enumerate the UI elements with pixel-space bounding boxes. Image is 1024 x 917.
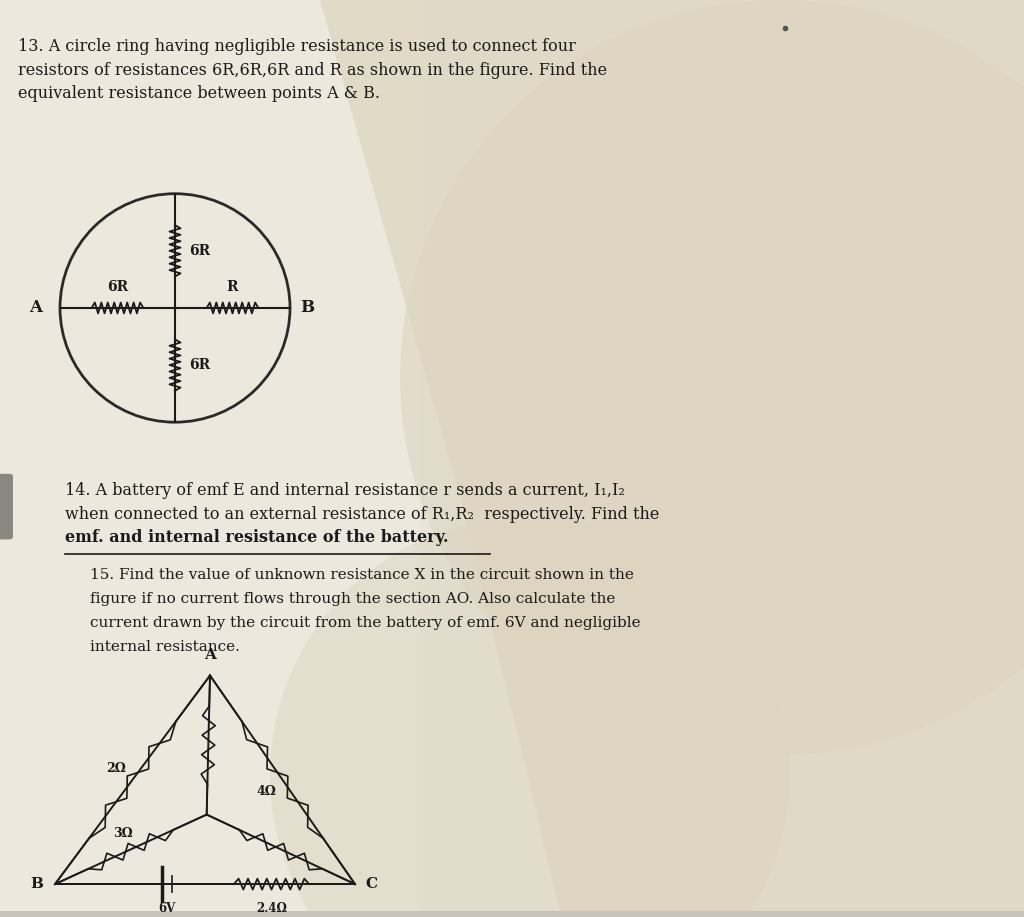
Bar bbox=[0, 0, 420, 911]
PathPatch shape bbox=[319, 0, 1024, 911]
Text: internal resistance.: internal resistance. bbox=[90, 640, 240, 654]
Text: 6V: 6V bbox=[159, 902, 176, 915]
Text: B: B bbox=[300, 300, 314, 316]
Text: 2.4Ω: 2.4Ω bbox=[256, 902, 287, 915]
Text: 6R: 6R bbox=[106, 280, 128, 294]
Text: figure if no current flows through the section AO. Also calculate the: figure if no current flows through the s… bbox=[90, 592, 615, 606]
Text: 15. Find the value of unknown resistance X in the circuit shown in the: 15. Find the value of unknown resistance… bbox=[90, 569, 634, 582]
Text: 6R: 6R bbox=[189, 244, 210, 258]
Text: 13. A circle ring having negligible resistance is used to connect four: 13. A circle ring having negligible resi… bbox=[18, 38, 575, 55]
Text: 2Ω: 2Ω bbox=[106, 761, 126, 775]
Text: 14. A battery of emf E and internal resistance r sends a current, I₁,I₂: 14. A battery of emf E and internal resi… bbox=[65, 481, 625, 499]
Text: 4Ω: 4Ω bbox=[256, 785, 276, 798]
Circle shape bbox=[270, 516, 790, 917]
Text: C: C bbox=[365, 877, 377, 891]
Text: equivalent resistance between points A & B.: equivalent resistance between points A &… bbox=[18, 85, 380, 103]
Circle shape bbox=[400, 0, 1024, 755]
FancyBboxPatch shape bbox=[0, 474, 13, 539]
Text: when connected to an external resistance of R₁,R₂  respectively. Find the: when connected to an external resistance… bbox=[65, 505, 659, 523]
Text: B: B bbox=[30, 877, 43, 891]
Text: R: R bbox=[226, 280, 239, 294]
Text: emf. and internal resistance of the battery.: emf. and internal resistance of the batt… bbox=[65, 529, 449, 547]
Text: A: A bbox=[204, 647, 216, 661]
Text: 6R: 6R bbox=[189, 358, 210, 372]
Text: resistors of resistances 6R,6R,6R and R as shown in the figure. Find the: resistors of resistances 6R,6R,6R and R … bbox=[18, 61, 607, 79]
Text: 3Ω: 3Ω bbox=[114, 826, 133, 840]
Text: current drawn by the circuit from the battery of emf. 6V and negligible: current drawn by the circuit from the ba… bbox=[90, 616, 641, 630]
Text: A: A bbox=[29, 300, 42, 316]
